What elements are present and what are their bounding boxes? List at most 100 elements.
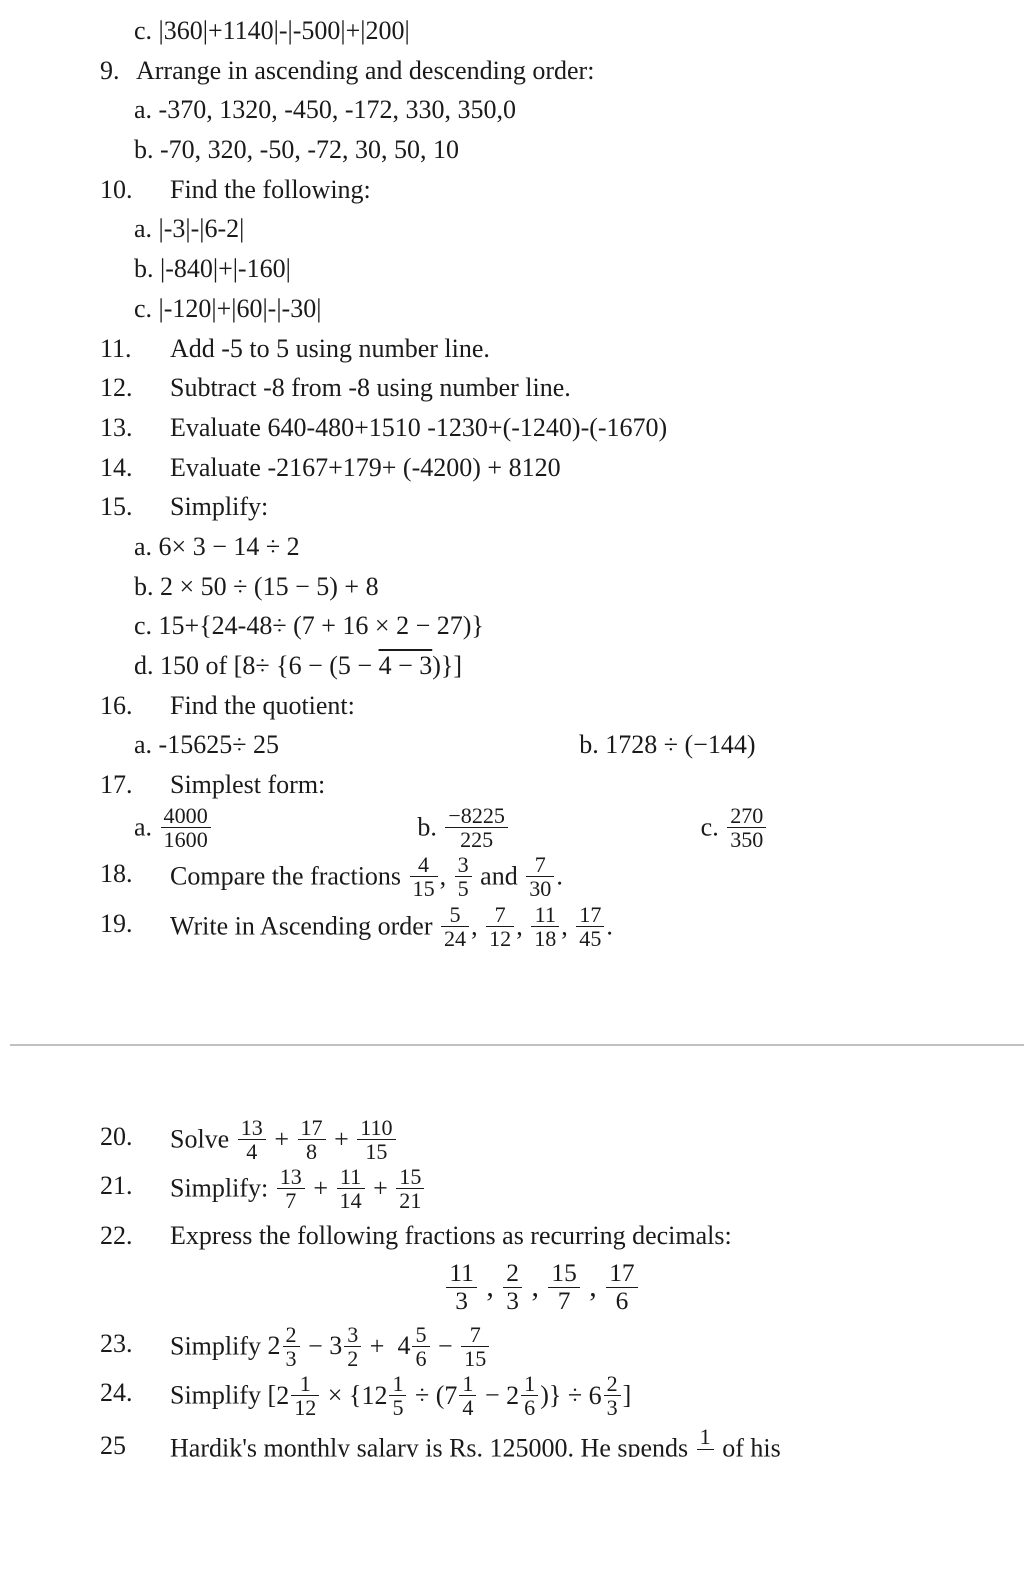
d: 30	[526, 877, 554, 900]
q21: 21. Simplify: 137 + 1114 + 1521	[100, 1167, 984, 1214]
w: 2	[268, 1331, 281, 1360]
n: 110	[357, 1116, 395, 1140]
n: 15	[548, 1260, 579, 1288]
f1: 113	[446, 1260, 476, 1314]
text: Solve 134 + 178 + 11015	[170, 1118, 398, 1165]
text: Evaluate -2167+179+ (-4200) + 8120	[170, 449, 561, 487]
text: c. 15+{24-48÷ (7 + 16 × 2 − 27)}	[134, 607, 484, 645]
n: 5	[412, 1323, 429, 1347]
text: c. |-120|+|60|-|-30|	[134, 290, 321, 328]
num: 4000	[161, 804, 211, 828]
f1: 524	[441, 903, 469, 950]
q11: 11.Add -5 to 5 using number line.	[100, 330, 984, 368]
pre: Simplify	[170, 1381, 268, 1410]
num: 11.	[100, 330, 170, 368]
f: 32	[344, 1323, 361, 1370]
f2: 23	[503, 1260, 522, 1314]
num: 19.	[100, 905, 170, 943]
d: 14	[337, 1189, 365, 1212]
q16-b: b. 1728 ÷ (−144)	[579, 726, 984, 764]
n: 13	[277, 1165, 305, 1189]
text: Subtract -8 from -8 using number line.	[170, 369, 571, 407]
post: )}]	[432, 651, 462, 680]
f1: 415	[410, 853, 438, 900]
pre: Simplify:	[170, 1174, 275, 1203]
f3: 730	[526, 853, 554, 900]
q20: 20. Solve 134 + 178 + 11015	[100, 1118, 984, 1165]
num: 17.	[100, 766, 170, 804]
den: 350	[727, 828, 766, 851]
num: 20.	[100, 1118, 170, 1156]
post: .	[606, 911, 613, 940]
q17-c: c. 270350	[701, 806, 984, 853]
num: 15.	[100, 488, 170, 526]
q10: 10. Find the following:	[100, 171, 984, 209]
f2: 1114	[337, 1165, 365, 1212]
d: 15	[410, 877, 438, 900]
n: 1	[697, 1427, 714, 1449]
d: 7	[548, 1288, 579, 1315]
text: Simplify: 137 + 1114 + 1521	[170, 1167, 426, 1214]
d: 3	[446, 1288, 476, 1315]
d: 24	[441, 927, 469, 950]
q16-sub: a. -15625÷ 25 b. 1728 ÷ (−144)	[100, 726, 984, 764]
w: 6	[589, 1381, 602, 1410]
d: 3	[604, 1396, 621, 1419]
q15-b: b. 2 × 50 ÷ (15 − 5) + 8	[100, 568, 984, 606]
q9-text: Arrange in ascending and descending orde…	[136, 52, 594, 90]
n: 3	[344, 1323, 361, 1347]
pre: Simplify	[170, 1331, 268, 1360]
f2: 712	[486, 903, 514, 950]
num: 270	[727, 804, 766, 828]
label: b.	[417, 812, 437, 841]
text: Add -5 to 5 using number line.	[170, 330, 490, 368]
n: 11	[446, 1260, 476, 1288]
d: 4	[459, 1396, 476, 1419]
q9: 9. Arrange in ascending and descending o…	[100, 52, 984, 90]
q9-b: b. -70, 320, -50, -72, 30, 50, 10	[100, 131, 984, 169]
m1: 2112	[276, 1381, 321, 1410]
text: a. |-3|-|6-2|	[134, 210, 244, 248]
text: Simplify:	[170, 488, 268, 526]
d: 6	[412, 1347, 429, 1370]
m5: 623	[589, 1381, 623, 1410]
q12: 12.Subtract -8 from -8 using number line…	[100, 369, 984, 407]
n: 15	[396, 1165, 424, 1189]
q18: 18. Compare the fractions 415, 35 and 73…	[100, 855, 984, 902]
q25: 25 Hardik's monthly salary is Rs. 125000…	[100, 1427, 984, 1457]
q10-a: a. |-3|-|6-2|	[100, 210, 984, 248]
w: 3	[329, 1331, 342, 1360]
n: 4	[410, 853, 438, 877]
d: 18	[531, 927, 559, 950]
open-bracket: [	[268, 1381, 277, 1410]
q9-a: a. -370, 1320, -450, -172, 330, 350,0	[100, 91, 984, 129]
text: a. -15625÷ 25	[134, 730, 279, 759]
text: Express the following fractions as recur…	[170, 1217, 732, 1255]
q15-d: d. 150 of [8÷ {6 − (5 − 4 − 3)}]	[100, 647, 984, 685]
num: 21.	[100, 1167, 170, 1205]
f: 56	[412, 1323, 429, 1370]
m4: 216	[506, 1381, 540, 1410]
d: 15	[461, 1347, 489, 1370]
q17: 17.Simplest form:	[100, 766, 984, 804]
f4: 715	[461, 1323, 489, 1370]
q15-c: c. 15+{24-48÷ (7 + 16 × 2 − 27)}	[100, 607, 984, 645]
f2: 35	[455, 853, 472, 900]
n: 2	[503, 1260, 522, 1288]
pre: Write in Ascending order	[170, 911, 439, 940]
num: 25	[100, 1427, 170, 1457]
text: b. |-840|+|-160|	[134, 250, 291, 288]
f1: 137	[277, 1165, 305, 1212]
num: 16.	[100, 687, 170, 725]
n: 7	[486, 903, 514, 927]
page-1: c. |360|+1140|-|-500|+|200| 9. Arrange i…	[10, 12, 1024, 1014]
q17-a: a. 40001600	[134, 806, 417, 853]
w: 2	[506, 1381, 519, 1410]
fraction: 270350	[727, 804, 766, 851]
f3: 157	[548, 1260, 579, 1314]
pre: Solve	[170, 1125, 236, 1154]
text: Compare the fractions 415, 35 and 730.	[170, 855, 563, 902]
pre: Compare the fractions	[170, 862, 408, 891]
q22-expr: 113 , 23 , 157 , 176	[100, 1262, 984, 1316]
text: a. -370, 1320, -450, -172, 330, 350,0	[134, 91, 516, 129]
